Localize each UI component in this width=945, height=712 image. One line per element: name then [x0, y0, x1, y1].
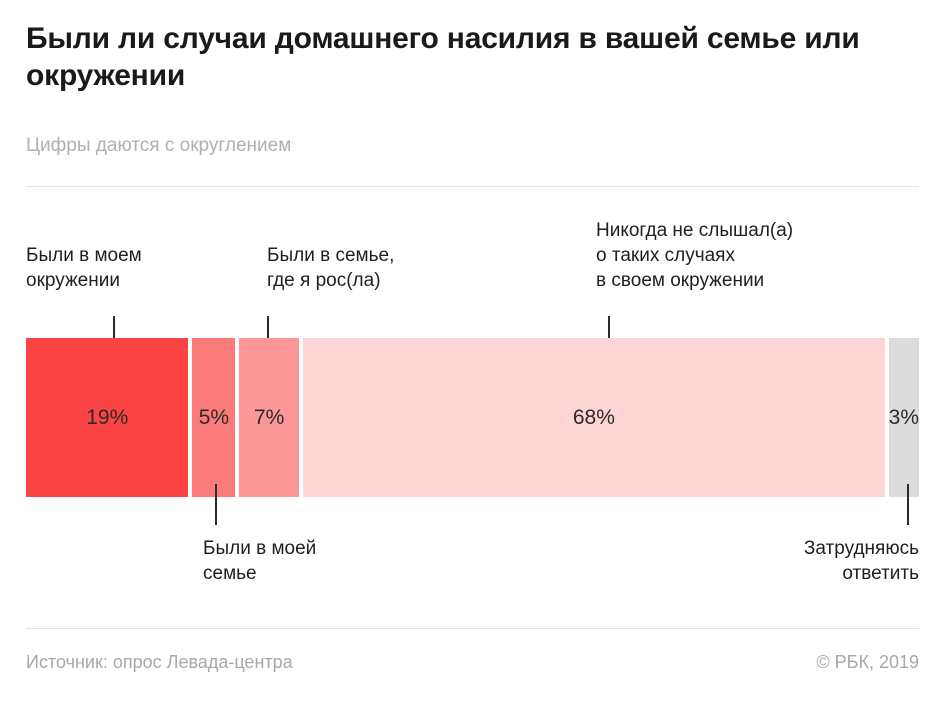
leader-line-own-family	[215, 484, 217, 525]
bar-segment-own-circle[interactable]: 19%	[26, 338, 189, 497]
source-note: Источник: опрос Левада-центра	[26, 652, 293, 672]
callout-label-own-circle: Были в моем окружении	[26, 245, 142, 291]
bar-value-own-family: 5%	[198, 406, 230, 429]
bar-value-own-circle: 19%	[86, 406, 129, 429]
callout-label-no-answer: Затрудняюсь ответить	[803, 538, 919, 584]
bar-value-no-answer: 3%	[888, 406, 919, 429]
bar-segment-childhood-family[interactable]: 7%	[239, 338, 300, 497]
divider-top	[26, 186, 919, 187]
copyright-note: © РБК, 2019	[816, 652, 919, 672]
callout-label-own-family: Были в моей семье	[203, 538, 317, 584]
leader-line-never-heard	[608, 316, 610, 355]
divider-bottom	[26, 628, 919, 629]
page-subtitle: Цифры даются с округлением	[26, 135, 292, 156]
leader-line-own-circle	[113, 316, 115, 355]
leader-line-childhood-family	[267, 316, 269, 355]
bar-segment-no-answer[interactable]: 3%	[888, 338, 919, 497]
bar-segment-never-heard[interactable]: 68%	[303, 338, 885, 497]
bar-value-never-heard: 68%	[572, 406, 615, 429]
bar-segment-own-family[interactable]: 5%	[192, 338, 236, 497]
bar-value-childhood-family: 7%	[254, 406, 285, 429]
leader-line-no-answer	[907, 484, 909, 525]
page-title: Были ли случаи домашнего насилия в вашей…	[26, 22, 860, 92]
callout-label-never-heard: Никогда не слышал(а) о таких случаях в с…	[596, 220, 794, 291]
stacked-bar-chart: 19% 5% 7% 68% 3%	[26, 338, 919, 497]
callout-label-childhood-family: Были в семье, где я рос(ла)	[267, 245, 395, 291]
